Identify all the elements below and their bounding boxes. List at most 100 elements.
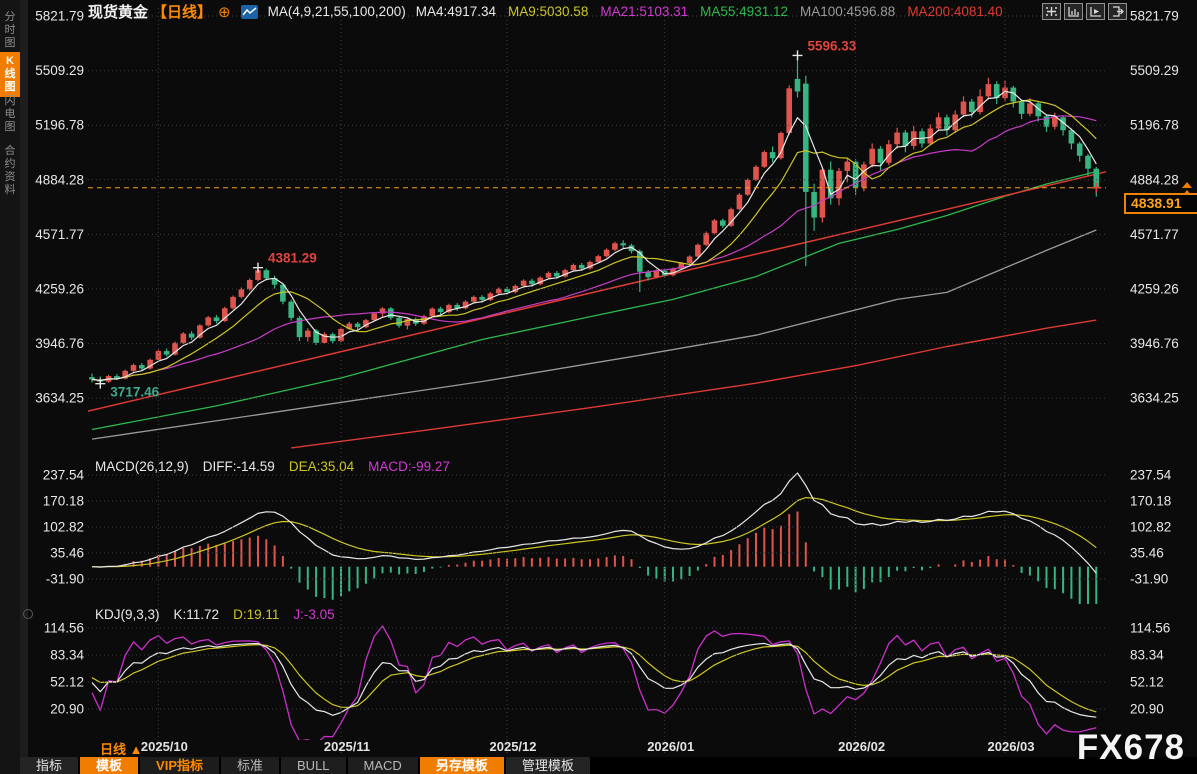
candle bbox=[720, 220, 726, 226]
period-selector[interactable]: 日线 ▲ bbox=[100, 742, 143, 757]
candle bbox=[686, 256, 693, 264]
toolbar-button-MACD[interactable]: MACD bbox=[347, 757, 418, 774]
ma-legend-item: MA55:4931.12 bbox=[700, 4, 788, 19]
candle bbox=[1018, 101, 1025, 114]
candle bbox=[595, 256, 602, 262]
d-value: D:19.11 bbox=[233, 607, 280, 622]
macd-title[interactable]: MACD(26,12,9) bbox=[95, 459, 189, 474]
candle bbox=[554, 272, 560, 277]
axis-tick-label: 83.34 bbox=[1130, 648, 1164, 663]
toolbar-button-另存模板[interactable]: 另存模板 bbox=[419, 757, 504, 774]
candle bbox=[147, 359, 153, 369]
candle bbox=[213, 317, 220, 322]
candle bbox=[163, 351, 170, 355]
price-annotation: 3717.46 bbox=[110, 385, 159, 400]
candle bbox=[670, 268, 676, 276]
axis-tick-label: 4884.28 bbox=[35, 172, 84, 187]
candle bbox=[678, 263, 685, 269]
candle bbox=[703, 233, 709, 245]
diff-value: DIFF:-14.59 bbox=[202, 459, 275, 474]
sidebar-tab-1[interactable]: 分时图 bbox=[4, 11, 16, 49]
candle bbox=[388, 308, 394, 318]
candle bbox=[280, 284, 286, 302]
candle bbox=[288, 301, 294, 318]
candle bbox=[313, 330, 319, 343]
macd-value: MACD:-99.27 bbox=[368, 459, 450, 474]
candle bbox=[935, 117, 942, 129]
toolbar-button-模板[interactable]: 模板 bbox=[80, 757, 139, 774]
kdj-panel bbox=[91, 625, 1097, 740]
ma-legend-item: MA9:5030.58 bbox=[508, 4, 589, 19]
candle bbox=[778, 133, 784, 159]
candle bbox=[1010, 87, 1017, 102]
toolbar-button-管理模板[interactable]: 管理模板 bbox=[505, 757, 590, 774]
candle bbox=[753, 166, 759, 180]
crosshair-icon[interactable] bbox=[1042, 3, 1061, 20]
candle bbox=[786, 88, 792, 134]
sidebar-tab-3[interactable]: 闪电图 bbox=[4, 95, 16, 133]
price-cross-icon bbox=[95, 378, 106, 389]
candle bbox=[471, 296, 477, 302]
candle bbox=[578, 264, 585, 269]
candle bbox=[736, 194, 743, 210]
candle bbox=[321, 334, 328, 343]
exit-panel-icon[interactable] bbox=[1108, 3, 1127, 20]
candle bbox=[172, 342, 178, 355]
auto-scroll-icon[interactable] bbox=[1086, 3, 1105, 20]
ma-legend-item: MA100:4596.88 bbox=[799, 4, 896, 19]
candle bbox=[305, 330, 311, 338]
candle bbox=[520, 280, 527, 286]
candle bbox=[446, 304, 452, 313]
k-value: K:11.72 bbox=[173, 607, 220, 622]
sidebar-tab-4[interactable]: 合约资料 bbox=[4, 145, 16, 196]
candle bbox=[222, 308, 228, 322]
axis-tick-label: 237.54 bbox=[43, 468, 85, 483]
candle bbox=[562, 270, 568, 277]
candle bbox=[437, 308, 444, 313]
price-annotation: 5596.33 bbox=[808, 38, 857, 53]
candle bbox=[960, 101, 967, 115]
candle bbox=[637, 251, 643, 272]
candle bbox=[761, 152, 768, 167]
candle bbox=[1027, 103, 1033, 114]
axis-tick-label: 5821.79 bbox=[35, 9, 84, 24]
axis-tick-label: 5196.78 bbox=[1130, 118, 1179, 133]
ma-settings-label[interactable]: MA(4,9,21,55,100,200) bbox=[267, 4, 406, 19]
candle bbox=[985, 84, 992, 97]
axis-tick-label: 4259.26 bbox=[1130, 282, 1179, 297]
candlestick-series bbox=[89, 55, 1100, 384]
instrument-title: 现货黄金 bbox=[88, 4, 149, 21]
axis-tick-label: 83.34 bbox=[50, 648, 84, 663]
candle bbox=[1043, 116, 1050, 127]
candle bbox=[695, 244, 701, 257]
chart-type-icon[interactable] bbox=[240, 4, 258, 19]
candle bbox=[155, 351, 162, 360]
kdj-settings-icon[interactable] bbox=[23, 609, 33, 619]
candle bbox=[454, 304, 460, 309]
axis-tick-label: 3634.25 bbox=[1130, 391, 1179, 406]
macd-header: MACD(26,12,9) DIFF:-14.59 DEA:35.04 MACD… bbox=[95, 459, 450, 475]
axis-tick-label: -31.90 bbox=[46, 572, 84, 587]
price-panel bbox=[88, 55, 1107, 449]
candle bbox=[1076, 143, 1083, 156]
toolbar-button-标准[interactable]: 标准 bbox=[221, 757, 280, 774]
add-indicator-icon[interactable]: ⊕ bbox=[218, 3, 231, 21]
candle bbox=[421, 316, 427, 324]
kdj-title[interactable]: KDJ(9,3,3) bbox=[95, 607, 160, 622]
toolbar-button-VIP指标[interactable]: VIP指标 bbox=[140, 757, 219, 774]
axis-scale-icon[interactable] bbox=[1064, 3, 1083, 20]
axis-tick-label: 3946.76 bbox=[1130, 336, 1179, 351]
toolbar-button-指标[interactable]: 指标 bbox=[20, 757, 79, 774]
candle bbox=[919, 131, 925, 144]
candle bbox=[827, 169, 834, 199]
time-axis-label: 2026/02 bbox=[838, 739, 886, 754]
candle bbox=[512, 285, 519, 293]
candle bbox=[852, 161, 859, 188]
toolbar-button-BULL[interactable]: BULL bbox=[281, 757, 346, 774]
candle bbox=[894, 132, 900, 145]
candle bbox=[238, 289, 245, 297]
